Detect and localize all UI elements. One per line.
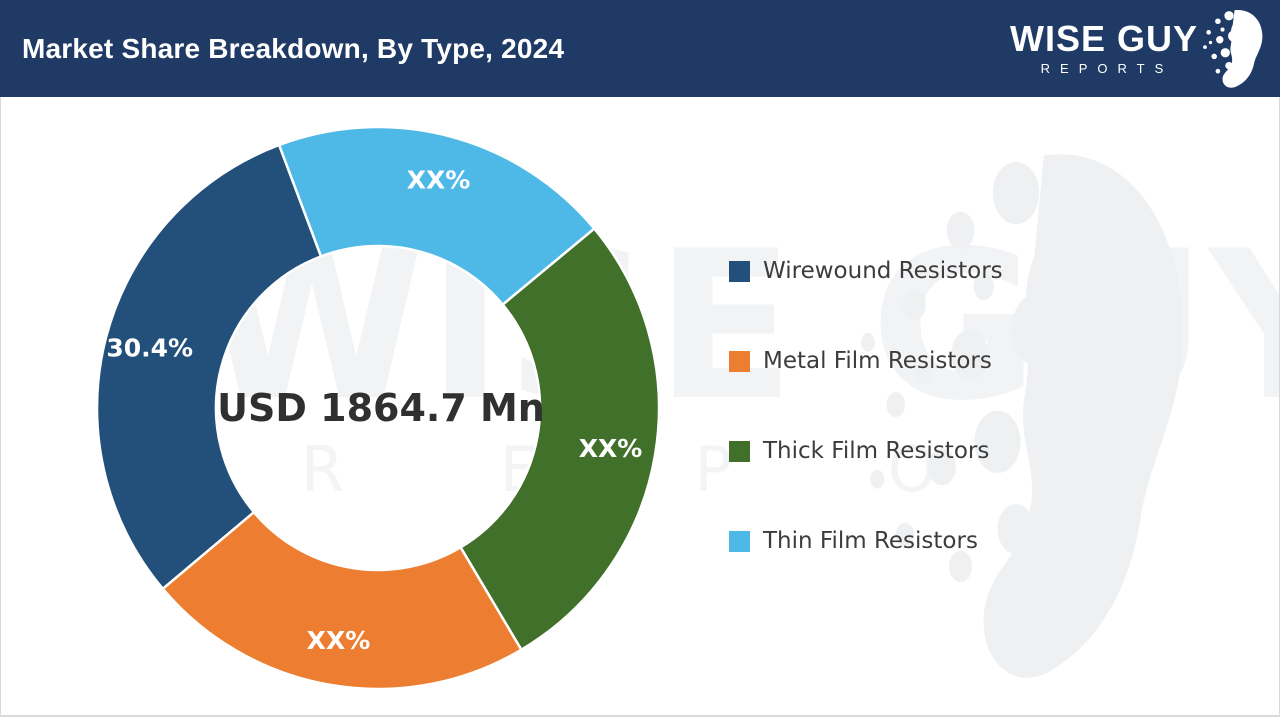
brand-logo: WISE GUY REPORTS (1010, 6, 1280, 92)
donut-slice-wirewound-resistors (95, 143, 323, 591)
legend-label: Thick Film Resistors (763, 438, 990, 464)
legend-item-metal-film-resistors: Metal Film Resistors (729, 347, 1003, 375)
slice-value-label: 30.4% (106, 334, 193, 363)
donut-slice-thin-film-resistors (277, 125, 597, 307)
slice-value-label: XX% (407, 165, 471, 194)
chart-center-value: USD 1864.7 Mn (217, 386, 545, 430)
legend-item-wirewound-resistors: Wirewound Resistors (729, 257, 1003, 285)
slice-value-label: XX% (579, 434, 643, 463)
chart-area: WISE GUY R E P O R T S 30.4%XX%XX%XX% US… (0, 97, 1280, 717)
legend-swatch-icon (729, 530, 750, 552)
legend-item-thick-film-resistors: Thick Film Resistors (729, 437, 1003, 465)
legend-item-thin-film-resistors: Thin Film Resistors (729, 527, 1003, 555)
logo-wordmark: WISE GUY (1009, 17, 1198, 59)
chart-legend: Wirewound Resistors Metal Film Resistors T… (729, 257, 1003, 555)
donut-slice-thick-film-resistors (458, 226, 661, 652)
slice-value-label: XX% (307, 626, 371, 655)
page-title: Market Share Breakdown, By Type, 2024 (22, 32, 565, 64)
donut-chart: 30.4% XX% XX% XX% USD 1864.7 Mn (95, 125, 661, 691)
logo-face-icon (1203, 9, 1263, 88)
legend-swatch-icon (729, 440, 750, 462)
legend-label: Thin Film Resistors (763, 528, 978, 554)
legend-swatch-icon (729, 260, 750, 282)
legend-swatch-icon (729, 350, 750, 372)
legend-label: Metal Film Resistors (763, 348, 992, 374)
legend-label: Wirewound Resistors (763, 258, 1003, 284)
donut-slice-metal-film-resistors (161, 510, 524, 691)
logo-subtext: REPORTS (1040, 60, 1174, 76)
header-bar: Market Share Breakdown, By Type, 2024 WI… (0, 0, 1280, 97)
